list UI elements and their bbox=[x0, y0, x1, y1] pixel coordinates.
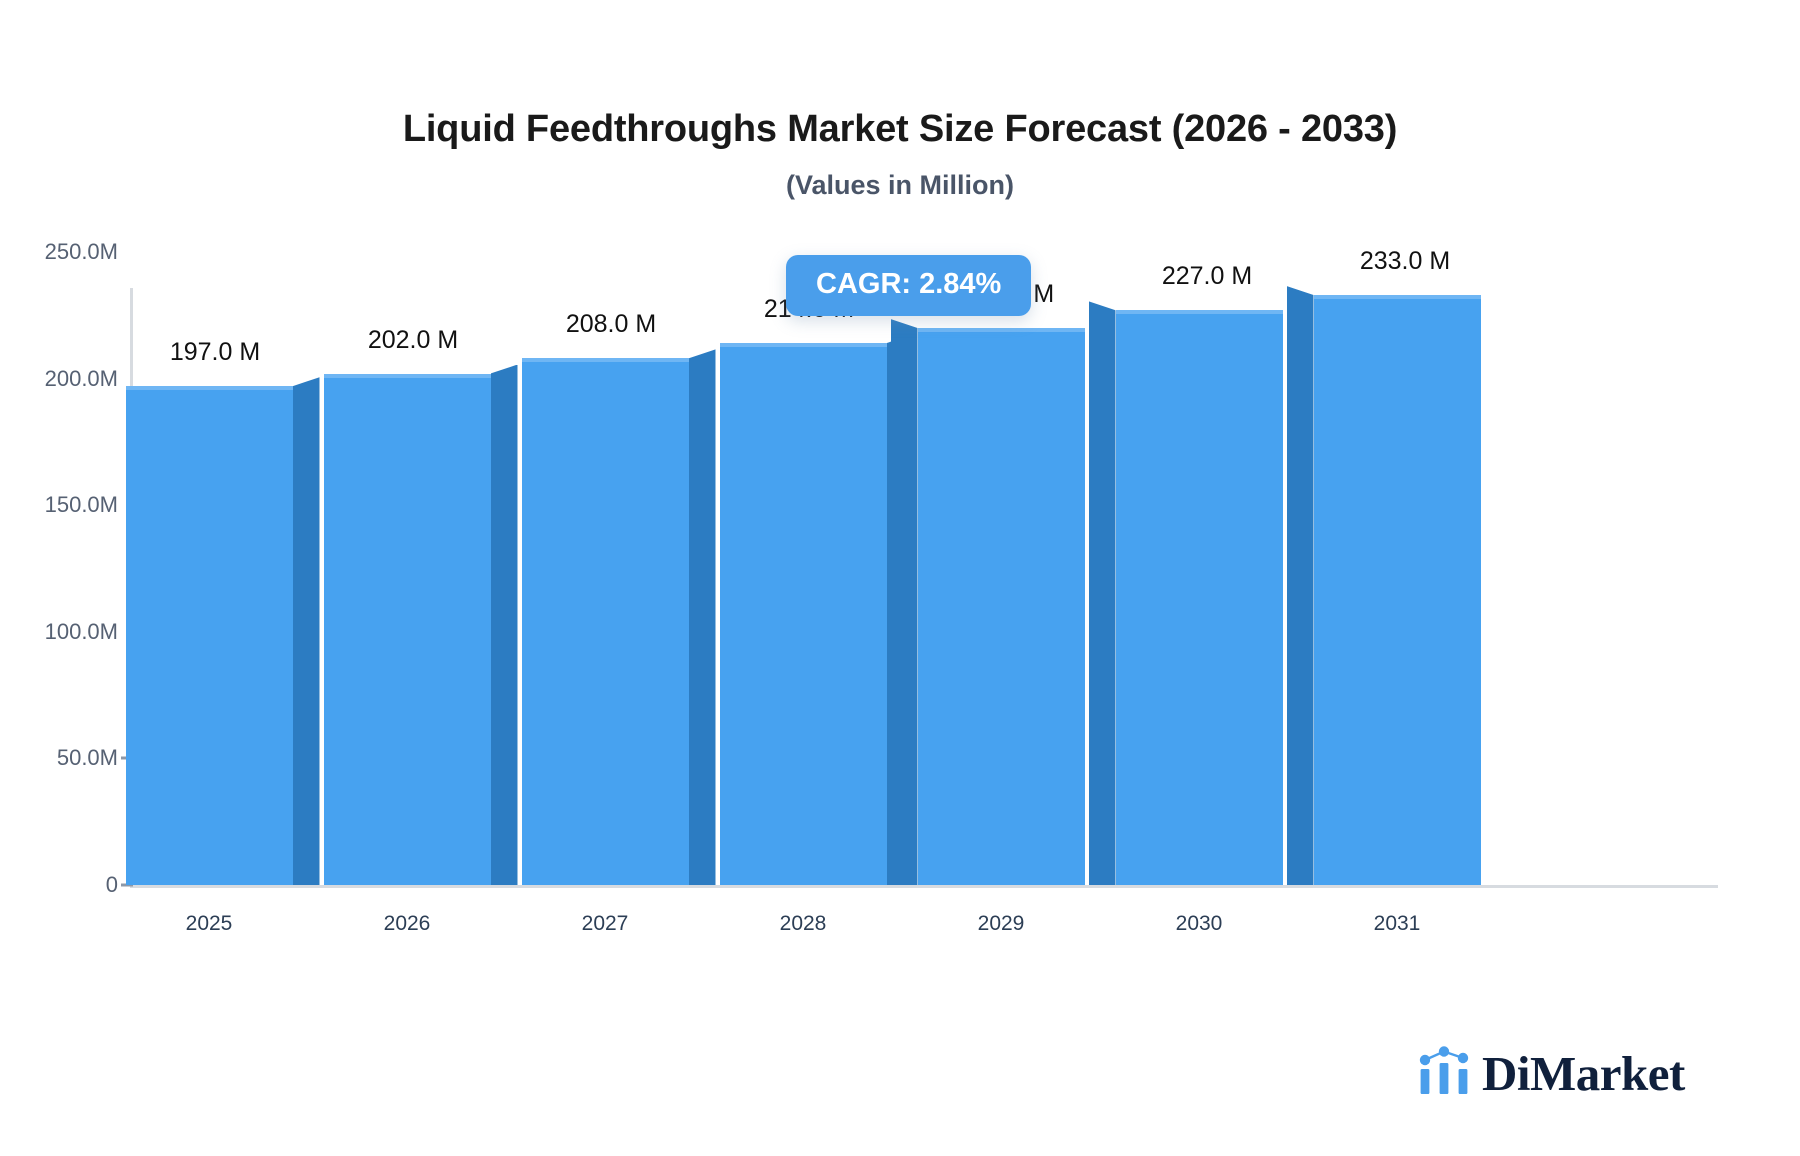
x-axis-tick-label: 2026 bbox=[383, 912, 431, 935]
chart-title: Liquid Feedthroughs Market Size Forecast… bbox=[402, 108, 1398, 150]
brand-logo: DiMarket bbox=[1418, 1046, 1685, 1101]
bar-side-face bbox=[1286, 286, 1314, 885]
x-axis-tick-label: 2031 bbox=[1373, 912, 1421, 935]
bar-value-label: 197.0 M bbox=[169, 338, 261, 367]
y-axis-tick-label: 0 bbox=[105, 872, 118, 897]
x-axis-line bbox=[130, 885, 1718, 888]
bar-top-face bbox=[125, 386, 293, 391]
bar-top-face bbox=[917, 327, 1085, 332]
y-axis-tick-label: 50.0M bbox=[56, 745, 118, 771]
bar-top-face bbox=[323, 373, 491, 378]
bar-front-face bbox=[323, 373, 491, 885]
bar-value-label: 227.0 M bbox=[1161, 262, 1253, 291]
y-axis-tick-label: 100.0M bbox=[44, 618, 118, 644]
bar-side-face bbox=[688, 349, 716, 885]
bar-front-face bbox=[521, 358, 689, 885]
bar-value-label: 233.0 M bbox=[1359, 247, 1451, 276]
bar-front-face bbox=[917, 327, 1085, 885]
bar-front-face bbox=[719, 343, 887, 885]
bar-value-label: 202.0 M bbox=[367, 325, 459, 354]
bar-top-face bbox=[521, 358, 689, 363]
bar-side-face bbox=[1088, 301, 1116, 885]
bar-value-label: 208.0 M bbox=[565, 310, 657, 339]
chart-subtitle: (Values in Million) bbox=[785, 170, 1015, 200]
brand-logo-text: DiMarket bbox=[1482, 1046, 1685, 1101]
y-axis-tick-mark bbox=[121, 883, 133, 887]
bar-top-face bbox=[1115, 310, 1283, 315]
bar-front-face bbox=[1115, 310, 1283, 885]
bar-side-face bbox=[890, 318, 918, 885]
x-axis-tick-label: 2029 bbox=[977, 912, 1025, 935]
y-axis-tick-label: 200.0M bbox=[44, 365, 118, 391]
x-axis-tick-label: 2025 bbox=[185, 912, 233, 935]
bar-top-face bbox=[719, 343, 887, 348]
y-axis-tick-label: 250.0M bbox=[44, 239, 118, 264]
x-axis-tick-label: 2027 bbox=[581, 912, 629, 935]
x-axis-tick-label: 2028 bbox=[779, 912, 827, 935]
bar-front-face bbox=[1313, 295, 1481, 885]
bar-side-face bbox=[490, 364, 518, 885]
bar-side-face bbox=[292, 377, 320, 885]
bar-front-face bbox=[125, 386, 293, 885]
x-axis-tick-label: 2030 bbox=[1175, 912, 1223, 935]
bar-top-face bbox=[1313, 295, 1481, 300]
cagr-annotation-badge: CAGR: 2.84% bbox=[786, 255, 1032, 316]
bar-chart-logo-icon bbox=[1418, 1046, 1472, 1101]
y-axis-tick-label: 150.0M bbox=[44, 492, 118, 518]
